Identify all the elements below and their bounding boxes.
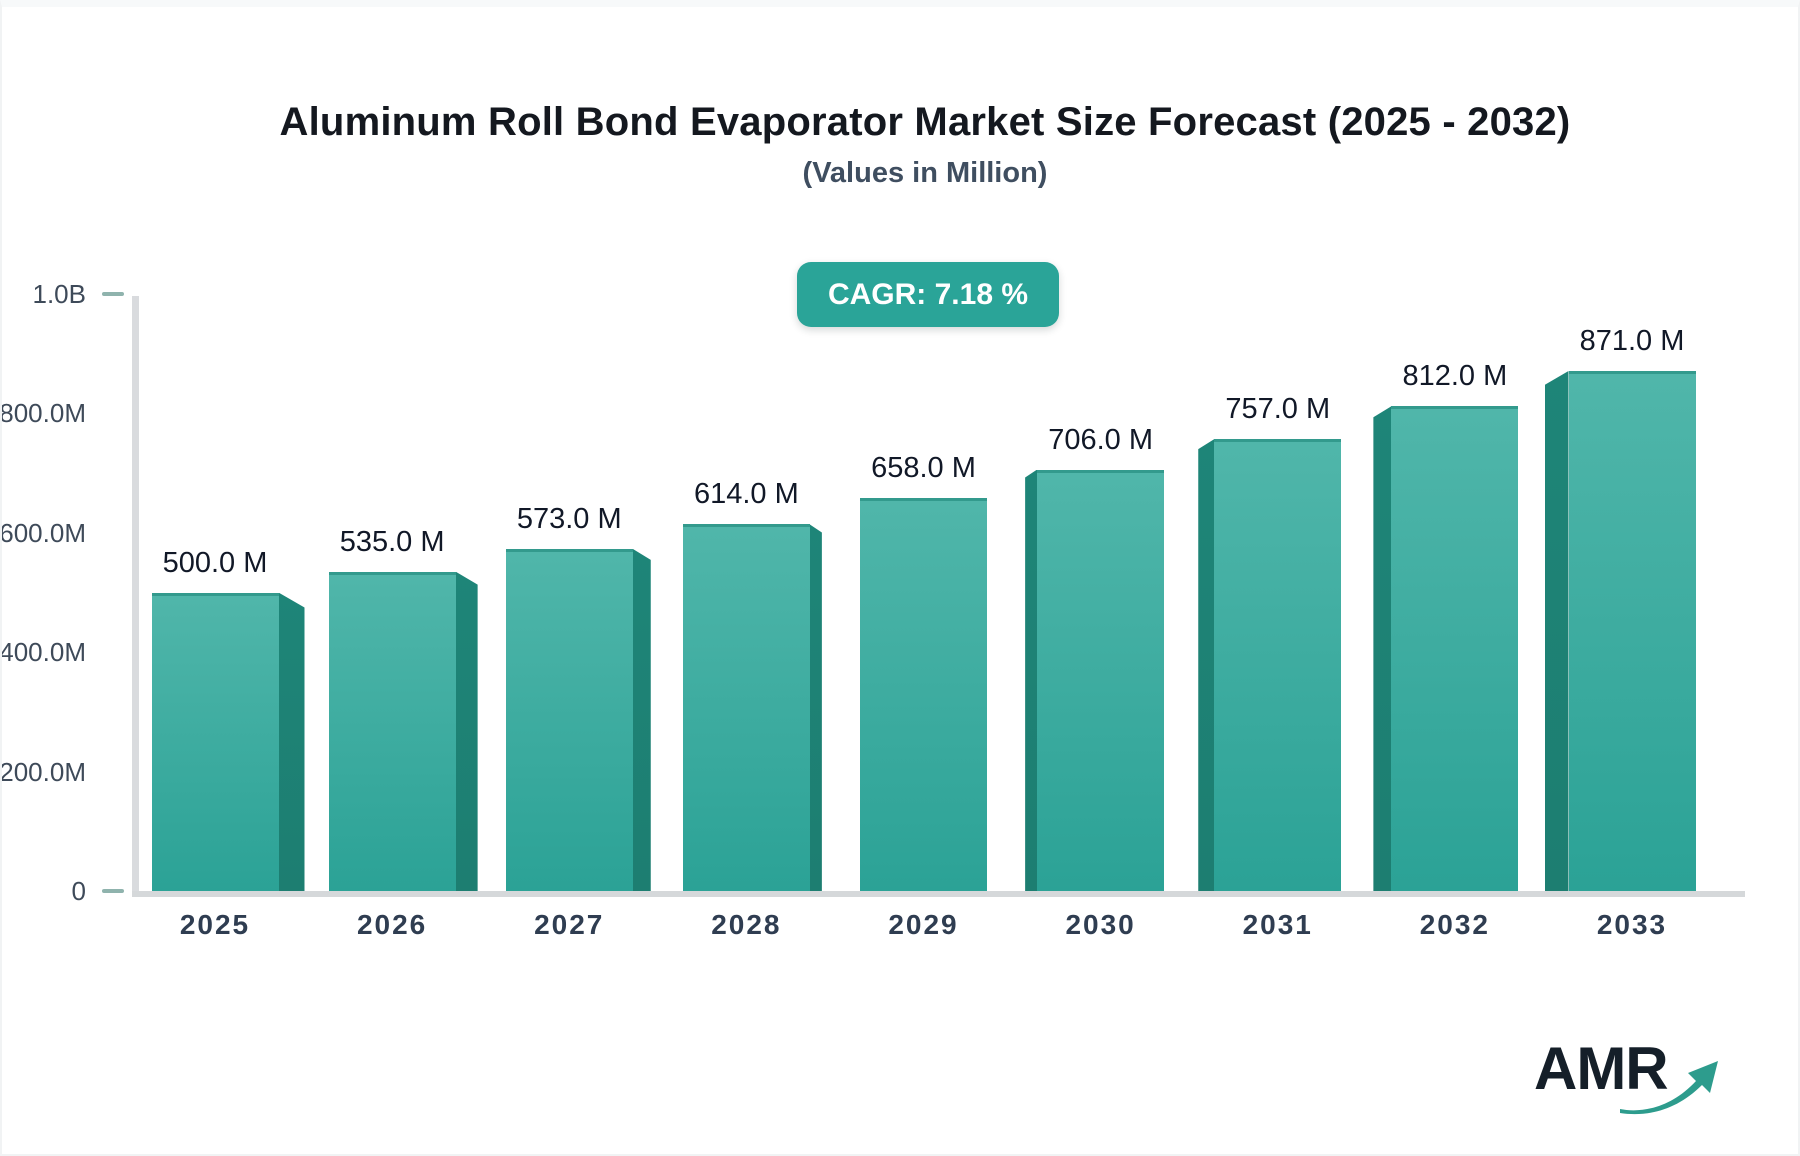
bar-2032[interactable] bbox=[1391, 406, 1519, 891]
bar-2027[interactable] bbox=[505, 548, 633, 891]
x-axis-label: 2029 bbox=[888, 909, 959, 940]
x-axis-label: 2033 bbox=[1596, 909, 1668, 940]
cagr-badge: CAGR: 7.18 % bbox=[797, 262, 1059, 327]
bar-value-label: 500.0 M bbox=[162, 546, 268, 579]
chart-header: Aluminum Roll Bond Evaporator Market Siz… bbox=[52, 99, 1798, 190]
bar-2025[interactable] bbox=[151, 592, 279, 891]
chart-title: Aluminum Roll Bond Evaporator Market Siz… bbox=[279, 100, 1571, 144]
bar-value-label: 871.0 M bbox=[1579, 325, 1685, 357]
chart-subtitle: (Values in Million) bbox=[802, 157, 1048, 189]
y-axis-tick bbox=[102, 889, 124, 893]
bar-side-panel bbox=[1544, 371, 1569, 891]
amr-logo-text: AMR bbox=[1534, 1035, 1669, 1102]
bar-2028[interactable] bbox=[682, 524, 810, 891]
bar-value-label: 812.0 M bbox=[1402, 360, 1508, 393]
bar-value-label: 658.0 M bbox=[871, 452, 976, 485]
y-axis-label: 600.0M bbox=[0, 517, 86, 548]
x-axis-label: 2025 bbox=[179, 909, 251, 940]
x-axis-label: 2027 bbox=[534, 909, 605, 940]
bar-value-label: 706.0 M bbox=[1048, 423, 1154, 456]
y-axis-label: 800.0M bbox=[0, 398, 86, 429]
amr-logo: AMR bbox=[1534, 1039, 1724, 1119]
y-axis-label: 400.0M bbox=[0, 637, 86, 668]
x-axis-label: 2028 bbox=[711, 909, 782, 940]
x-axis-line bbox=[132, 891, 1745, 897]
y-axis-tick bbox=[102, 292, 124, 296]
y-axis-label: 0 bbox=[71, 876, 86, 906]
y-axis-label: 1.0B bbox=[32, 279, 87, 309]
bar-side-panel bbox=[1025, 469, 1038, 891]
bar-2031[interactable] bbox=[1214, 439, 1342, 891]
x-axis-label: 2031 bbox=[1242, 909, 1313, 940]
bar-side-panel bbox=[1198, 439, 1215, 891]
y-axis-label: 200.0M bbox=[0, 756, 86, 787]
bar-side-panel bbox=[1373, 406, 1392, 891]
bar-value-label: 614.0 M bbox=[693, 478, 799, 511]
y-axis-line bbox=[132, 296, 139, 897]
x-axis-label: 2032 bbox=[1419, 909, 1491, 940]
bar-2026[interactable] bbox=[328, 571, 456, 891]
bar-2030[interactable] bbox=[1037, 469, 1165, 891]
x-axis-label: 2026 bbox=[356, 909, 428, 940]
bar-side-panel bbox=[278, 592, 305, 891]
bar-side-panel bbox=[809, 524, 822, 891]
bar-value-label: 573.0 M bbox=[516, 502, 622, 535]
bar-side-panel bbox=[632, 548, 651, 891]
bar-2033[interactable] bbox=[1568, 371, 1696, 891]
bar-side-panel bbox=[455, 571, 478, 891]
bar-value-label: 757.0 M bbox=[1225, 393, 1331, 426]
bar-2029[interactable] bbox=[860, 498, 987, 891]
bar-value-label: 535.0 M bbox=[339, 525, 445, 558]
growth-arrow-icon bbox=[1620, 1061, 1718, 1115]
x-axis-label: 2030 bbox=[1065, 909, 1136, 940]
